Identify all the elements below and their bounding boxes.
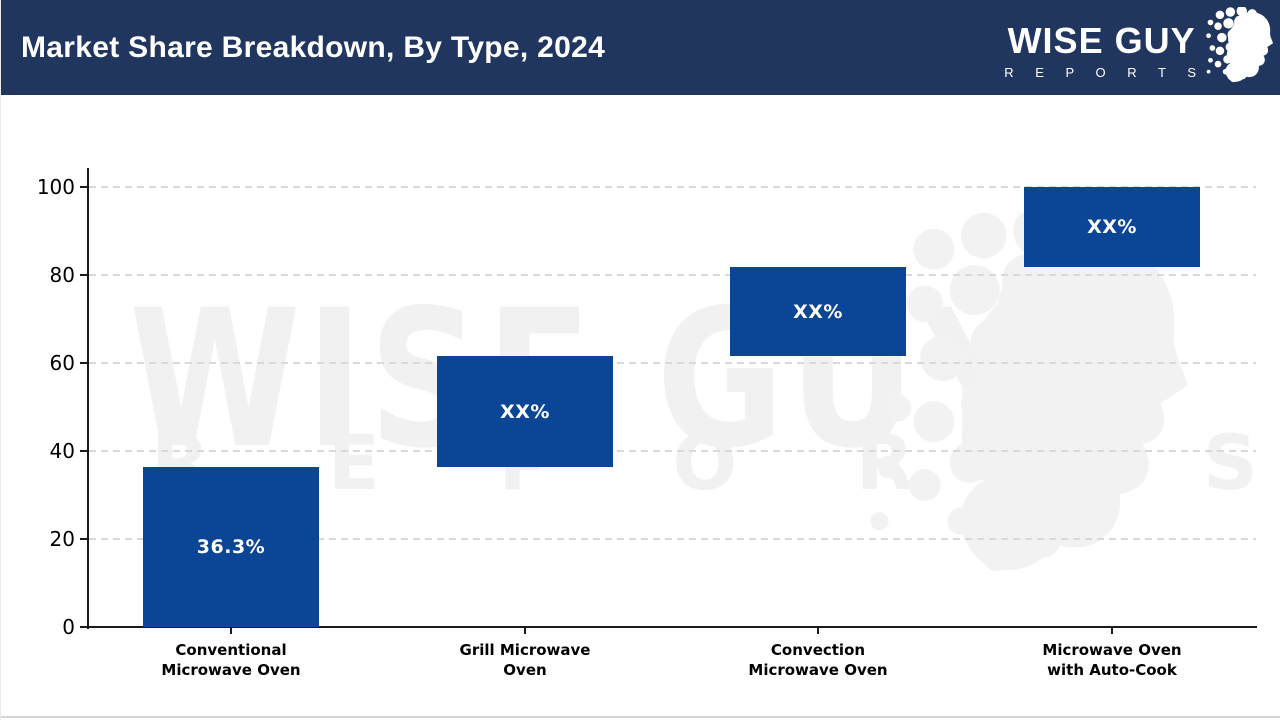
gridline-80 [89,274,1256,276]
bar-segment-3: XX% [730,267,906,357]
bar-value-label: 36.3% [196,536,266,559]
bar-segment-1: 36.3% [143,467,319,627]
page-title: Market Share Breakdown, By Type, 2024 [21,30,606,64]
y-tick-mark-0 [80,626,88,628]
logo-wiseguy-text: WISE GUY [1007,20,1196,61]
x-tick-label-3: Convection Microwave Oven [748,641,888,679]
gridline-20 [89,538,1256,540]
gridline-60 [89,362,1256,364]
y-tick-mark-20 [80,538,88,540]
bottom-border-line [1,716,1280,718]
bar-value-label: XX% [793,300,843,323]
x-tick-mark-1 [230,628,232,634]
y-tick-label-0: 0 [62,615,75,639]
y-tick-label-60: 60 [49,351,75,375]
y-tick-mark-80 [80,274,88,276]
logo-text: WISE GUY R E P O R T S [998,20,1205,80]
x-tick-mark-4 [1111,628,1113,634]
bar-value-label: XX% [1087,216,1137,239]
logo-reports-text: R E P O R T S [1004,65,1205,80]
y-tick-label-100: 100 [36,175,75,199]
gridline-40 [89,450,1256,452]
gridline-100 [89,186,1256,188]
x-tick-label-1: Conventional Microwave Oven [161,641,301,679]
y-tick-label-20: 20 [49,527,75,551]
y-tick-mark-40 [80,450,88,452]
x-tick-label-4: Microwave Oven with Auto-Cook [1042,641,1182,679]
x-tick-mark-3 [817,628,819,634]
bar-segment-2: XX% [437,356,613,468]
x-tick-label-2: Grill Microwave Oven [459,641,591,679]
x-tick-mark-2 [524,628,526,634]
logo-dotted-head-icon [1206,7,1273,83]
y-tick-mark-100 [80,186,88,188]
header-bar: Market Share Breakdown, By Type, 2024 WI… [1,0,1280,95]
y-axis-line [87,168,89,629]
bar-value-label: XX% [500,400,550,423]
bar-segment-4: XX% [1024,187,1200,268]
wise-guy-reports-logo: WISE GUY R E P O R T S [1004,0,1280,95]
y-tick-label-40: 40 [49,439,75,463]
x-axis-line [87,626,1257,628]
y-tick-mark-60 [80,362,88,364]
y-tick-label-80: 80 [49,263,75,287]
